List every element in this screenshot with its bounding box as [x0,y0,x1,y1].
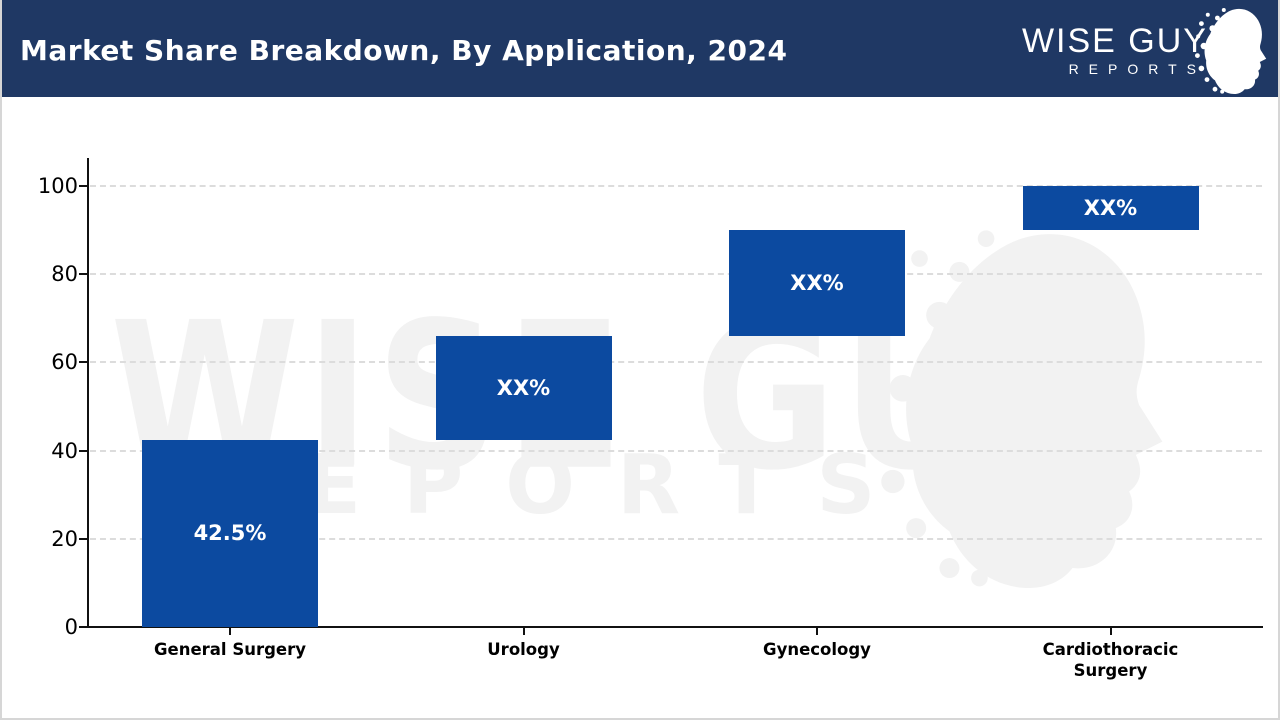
logo-subtext: REPORTS [1068,61,1206,77]
y-tick [79,185,87,187]
y-tick-label: 60 [51,350,78,375]
bar: XX% [435,335,612,440]
y-tick-label: 80 [51,262,78,287]
gridline [90,185,1262,187]
y-tick [79,361,87,364]
header-bar: Market Share Breakdown, By Application, … [0,0,1280,97]
y-tick-label: 40 [51,438,78,463]
page-title: Market Share Breakdown, By Application, … [20,34,788,67]
y-tick [79,273,87,276]
bar-value-label: XX% [1083,196,1138,221]
logo-head-icon [1195,8,1267,94]
x-tick [816,628,818,635]
y-tick-label: 100 [37,174,78,198]
bar: 42.5% [142,439,318,627]
bar: XX% [729,230,905,336]
y-tick [79,537,87,540]
x-tick [1109,628,1112,635]
bar-value-label: 42.5% [193,521,267,546]
x-axis-label: Urology [487,640,560,659]
x-axis-spine [87,626,1263,628]
x-tick [522,628,525,635]
y-tick-label: 0 [64,615,78,639]
wise-guy-reports-logo: WISE GUY REPORTS [1020,0,1280,97]
y-tick [79,626,87,628]
gridline [90,361,1262,364]
x-axis-label: General Surgery [153,640,306,659]
y-tick-label: 20 [51,526,78,551]
gridline [90,537,1262,540]
bar: XX% [1022,186,1199,231]
logo-wordmark: WISE GUY [1021,22,1208,60]
bar-value-label: XX% [496,375,551,400]
x-tick [229,628,231,635]
y-tick [79,449,87,452]
gridline [90,449,1262,452]
gridline [90,273,1262,276]
x-axis-label: Cardiothoracic Surgery [1042,640,1179,680]
y-axis-spine [87,158,89,628]
x-axis-label: Gynecology [763,640,871,659]
bar-value-label: XX% [790,271,844,295]
